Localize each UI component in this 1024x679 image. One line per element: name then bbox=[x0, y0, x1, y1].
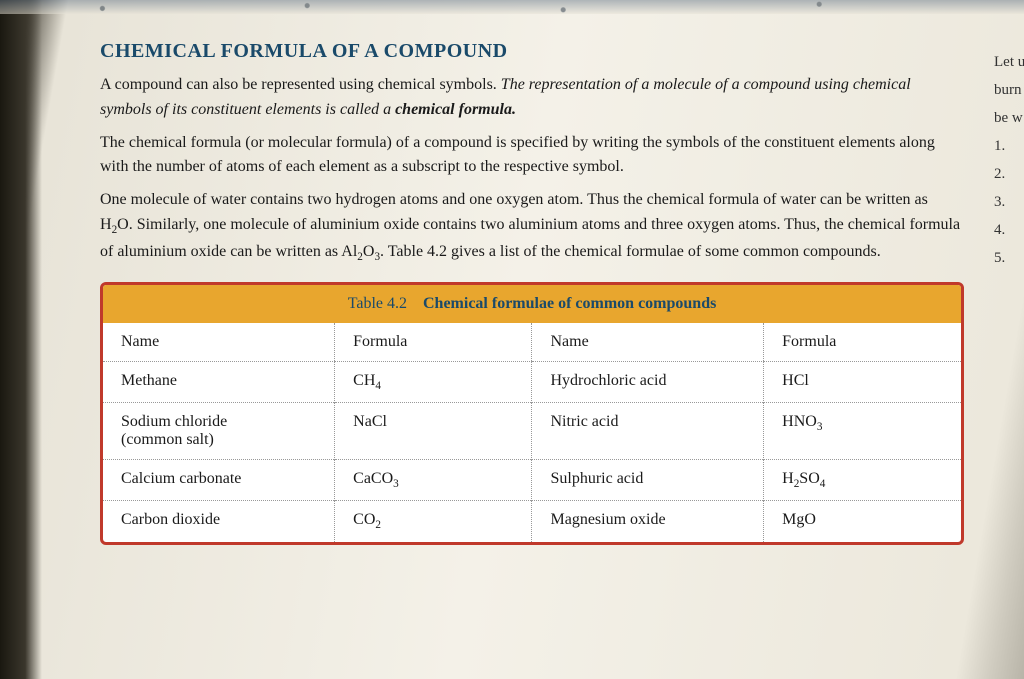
para3-d: . Table 4.2 gives a list of the chemical… bbox=[380, 243, 881, 260]
col-formula-1: Formula bbox=[335, 323, 532, 362]
cell-formula: NaCl bbox=[335, 403, 532, 460]
cell-name: Sodium chloride(common salt) bbox=[103, 403, 335, 460]
para3-c: O bbox=[363, 243, 375, 260]
cell-formula: HNO3 bbox=[764, 403, 961, 460]
cell-name: Sulphuric acid bbox=[532, 460, 764, 501]
table-title-bar: Table 4.2 Chemical formulae of common co… bbox=[103, 285, 961, 323]
side-text: 3. bbox=[994, 190, 1024, 214]
cell-name: Hydrochloric acid bbox=[532, 362, 764, 403]
cell-formula: CO2 bbox=[335, 501, 532, 542]
side-text: burn bbox=[994, 78, 1024, 102]
table-header-row: Name Formula Name Formula bbox=[103, 323, 961, 362]
side-text: 2. bbox=[994, 162, 1024, 186]
cell-name: Methane bbox=[103, 362, 335, 403]
side-text: 5. bbox=[994, 246, 1024, 270]
side-text: 4. bbox=[994, 218, 1024, 242]
cell-formula: H2SO4 bbox=[764, 460, 961, 501]
col-formula-2: Formula bbox=[764, 323, 961, 362]
paragraph-3: One molecule of water contains two hydro… bbox=[100, 188, 964, 266]
paragraph-2: The chemical formula (or molecular formu… bbox=[100, 131, 964, 181]
table-row: Calcium carbonate CaCO3 Sulphuric acid H… bbox=[103, 460, 961, 501]
table-row: Methane CH4 Hydrochloric acid HCl bbox=[103, 362, 961, 403]
section-heading: CHEMICAL FORMULA OF A COMPOUND bbox=[100, 40, 964, 63]
cell-name: Calcium carbonate bbox=[103, 460, 335, 501]
binding-shadow bbox=[0, 0, 42, 679]
table-caption: Chemical formulae of common compounds bbox=[423, 295, 716, 312]
compounds-table: Name Formula Name Formula Methane CH4 Hy… bbox=[103, 323, 961, 542]
adjacent-page-fragment: Let u burn be w 1. 2. 3. 4. 5. bbox=[994, 50, 1024, 274]
cell-name: Carbon dioxide bbox=[103, 501, 335, 542]
para1-plain: A compound can also be represented using… bbox=[100, 76, 501, 93]
cell-formula: HCl bbox=[764, 362, 961, 403]
table-number: Table 4.2 bbox=[348, 295, 407, 312]
col-name-2: Name bbox=[532, 323, 764, 362]
side-text: be w bbox=[994, 106, 1024, 130]
cell-formula: CaCO3 bbox=[335, 460, 532, 501]
paragraph-1: A compound can also be represented using… bbox=[100, 73, 964, 123]
table-row: Sodium chloride(common salt) NaCl Nitric… bbox=[103, 403, 961, 460]
cell-name: Nitric acid bbox=[532, 403, 764, 460]
side-text: 1. bbox=[994, 134, 1024, 158]
cell-name: Magnesium oxide bbox=[532, 501, 764, 542]
col-name-1: Name bbox=[103, 323, 335, 362]
side-text: Let u bbox=[994, 50, 1024, 74]
table-row: Carbon dioxide CO2 Magnesium oxide MgO bbox=[103, 501, 961, 542]
compounds-table-container: Table 4.2 Chemical formulae of common co… bbox=[100, 282, 964, 545]
para1-term: chemical formula. bbox=[395, 101, 516, 118]
cell-formula: MgO bbox=[764, 501, 961, 542]
page-content: CHEMICAL FORMULA OF A COMPOUND A compoun… bbox=[60, 0, 1004, 679]
cell-formula: CH4 bbox=[335, 362, 532, 403]
